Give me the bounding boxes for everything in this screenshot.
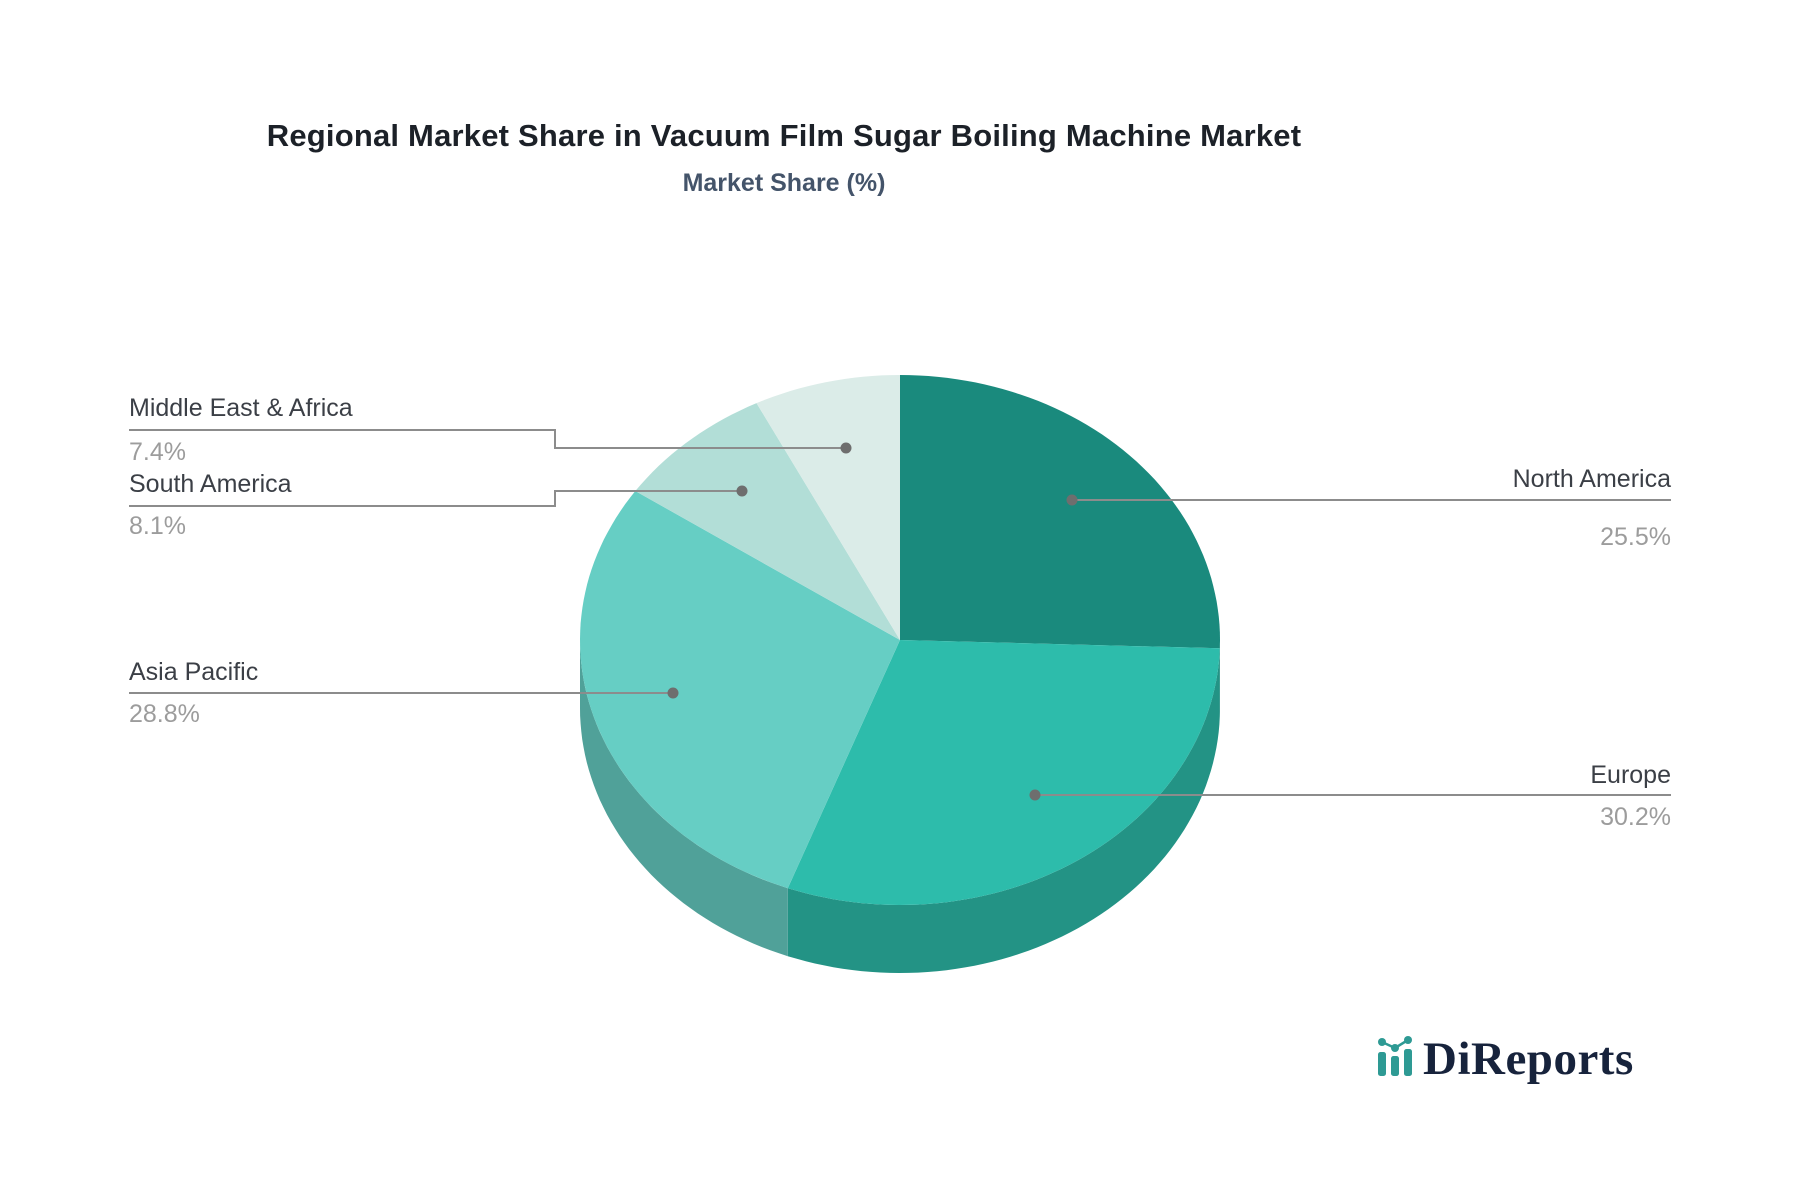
pie-slice-north-america[interactable] [900, 375, 1220, 649]
slice-pct-north-america: 25.5% [1600, 523, 1671, 551]
leader-dot-asia-pacific [667, 687, 679, 699]
slice-pct-south-america: 8.1% [129, 512, 186, 540]
chart-title: Regional Market Share in Vacuum Film Sug… [266, 118, 1302, 153]
title-block: Regional Market Share in Vacuum Film Sug… [0, 118, 1568, 198]
slice-pct-europe: 30.2% [1600, 803, 1671, 831]
brand-name: DiReports [1423, 1033, 1634, 1085]
pie-slice-south-america[interactable] [635, 403, 900, 640]
pie-side-asia-pacific [580, 640, 788, 957]
brand-logo: DiReports [1376, 1034, 1634, 1084]
leader-line-middle-east-africa [129, 429, 846, 449]
leader-dot-europe [1029, 789, 1041, 801]
slice-label-asia-pacific: Asia Pacific [129, 658, 259, 686]
pie-slice-asia-pacific[interactable] [580, 491, 900, 889]
slice-label-europe: Europe [1590, 761, 1671, 789]
pie-slice-middle-east-africa[interactable] [756, 375, 901, 640]
slice-pct-asia-pacific: 28.8% [129, 700, 200, 728]
slice-label-south-america: South America [129, 470, 292, 498]
leader-dot-south-america [736, 485, 748, 497]
leader-dot-middle-east-africa [840, 442, 852, 454]
leader-line-south-america [129, 490, 742, 507]
chart-subtitle: Market Share (%) [682, 169, 886, 197]
slice-pct-middle-east-africa: 7.4% [129, 438, 186, 466]
leader-dot-north-america [1066, 494, 1078, 506]
pie-slice-europe[interactable] [787, 640, 1220, 905]
bar-line-chart-icon [1378, 1036, 1412, 1076]
pie-side-europe [787, 648, 1220, 973]
slice-label-middle-east-africa: Middle East & Africa [129, 394, 353, 422]
slice-label-north-america: North America [1512, 465, 1671, 493]
